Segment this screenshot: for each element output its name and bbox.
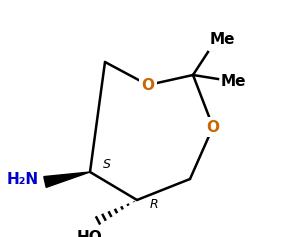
Polygon shape [44,172,90,187]
Text: O: O [207,119,219,135]
Text: O: O [142,77,154,92]
Text: Me: Me [210,32,236,47]
Text: HO: HO [77,230,103,237]
Text: H₂N: H₂N [7,172,39,187]
Text: S: S [103,158,111,170]
Text: Me: Me [221,73,246,88]
Text: R: R [150,199,158,211]
